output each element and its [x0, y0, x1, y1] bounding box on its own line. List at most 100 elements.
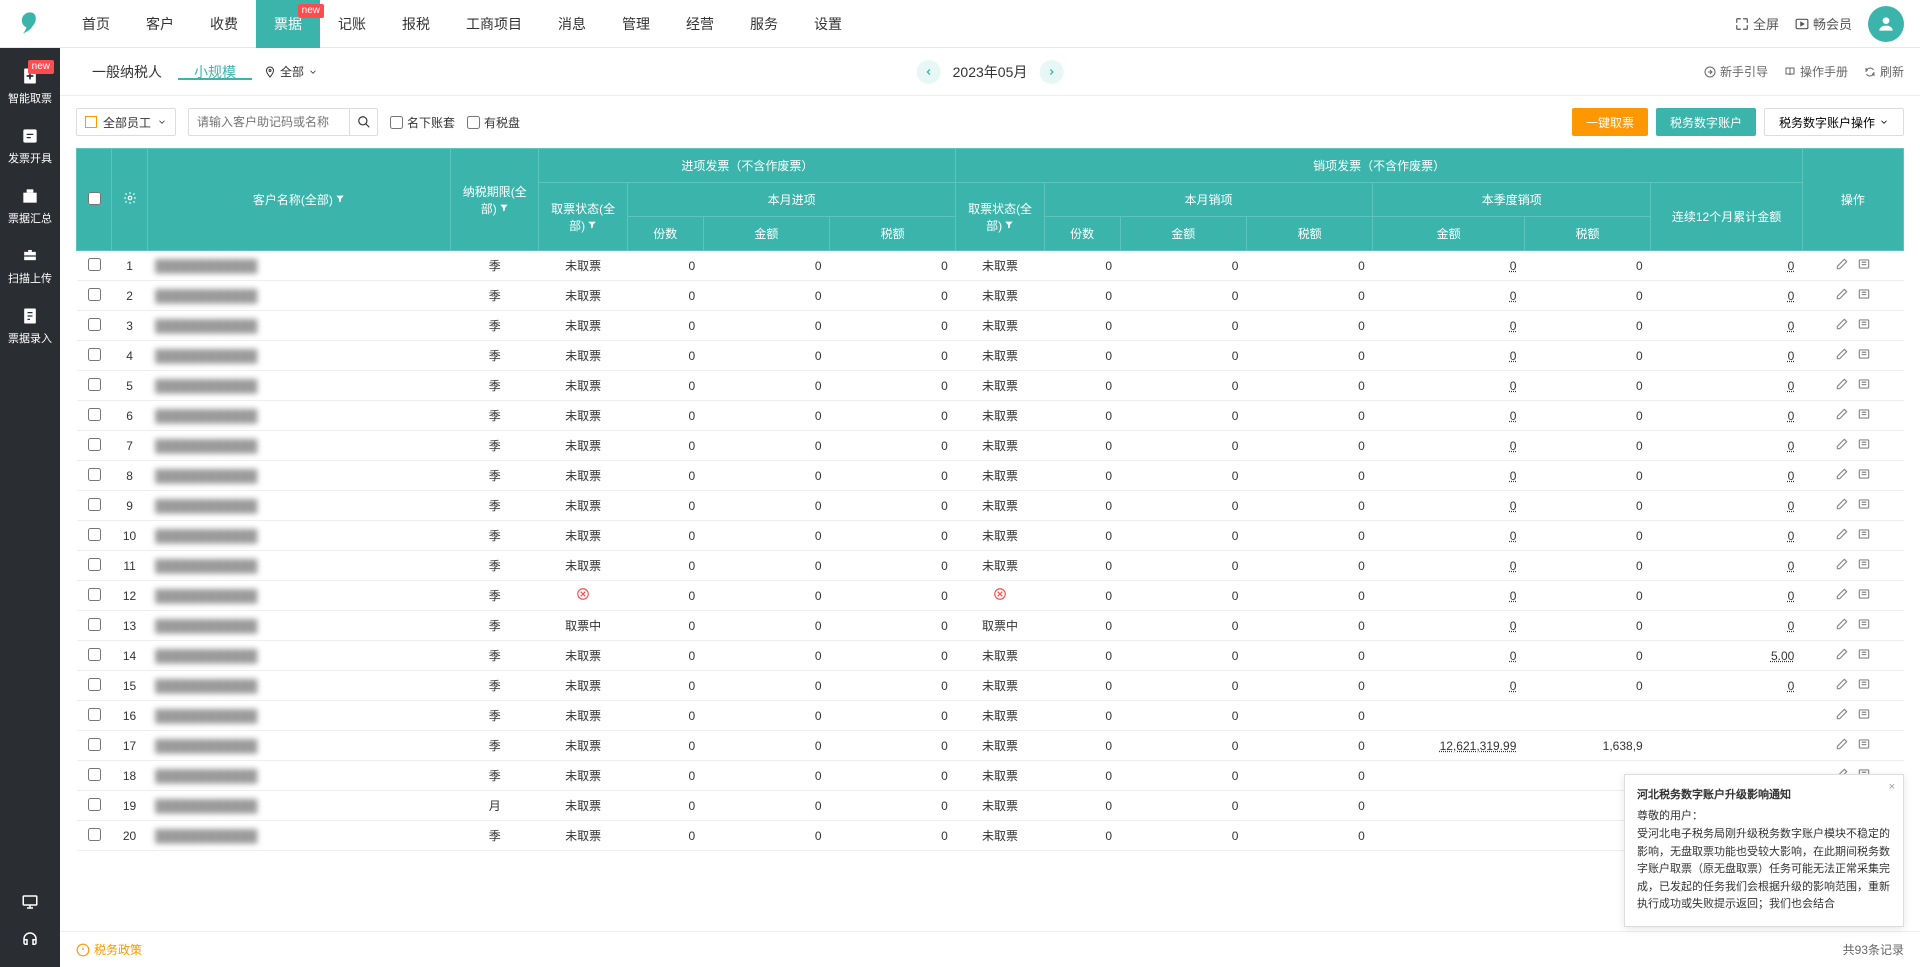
row-checkbox[interactable] [88, 558, 101, 571]
row-checkbox[interactable] [88, 708, 101, 721]
filter-icon[interactable] [1004, 220, 1014, 230]
tab-一般纳税人[interactable]: 一般纳税人 [76, 64, 178, 80]
nav-item-消息[interactable]: 消息 [540, 0, 604, 48]
nav-item-收费[interactable]: 收费 [192, 0, 256, 48]
edit-button[interactable] [1835, 257, 1849, 271]
own-accounts-checkbox[interactable]: 名下账套 [390, 114, 455, 131]
sidebar-item-智能取票[interactable]: 智能取票new [0, 56, 60, 116]
year-amount[interactable]: 0 [1651, 461, 1803, 491]
edit-button[interactable] [1835, 587, 1849, 601]
header-period[interactable]: 纳税期限(全部) [450, 149, 538, 251]
edit-button[interactable] [1835, 617, 1849, 631]
row-checkbox[interactable] [88, 678, 101, 691]
monitor-icon[interactable] [21, 893, 39, 914]
view-button[interactable] [1857, 287, 1871, 301]
quarter-amount[interactable]: 12,621,319.99 [1373, 731, 1525, 761]
row-checkbox[interactable] [88, 348, 101, 361]
nav-item-服务[interactable]: 服务 [732, 0, 796, 48]
view-button[interactable] [1857, 467, 1871, 481]
row-checkbox[interactable] [88, 828, 101, 841]
company-name[interactable]: ████████████ [147, 611, 450, 641]
notification-close[interactable]: × [1889, 779, 1895, 797]
headset-icon[interactable] [21, 930, 39, 951]
year-amount[interactable]: 0 [1651, 311, 1803, 341]
edit-button[interactable] [1835, 377, 1849, 391]
row-checkbox[interactable] [88, 408, 101, 421]
row-checkbox[interactable] [88, 378, 101, 391]
edit-button[interactable] [1835, 407, 1849, 421]
view-button[interactable] [1857, 707, 1871, 721]
year-amount[interactable]: 5.00 [1651, 641, 1803, 671]
edit-button[interactable] [1835, 527, 1849, 541]
edit-button[interactable] [1835, 497, 1849, 511]
view-button[interactable] [1857, 557, 1871, 571]
edit-button[interactable] [1835, 347, 1849, 361]
nav-item-客户[interactable]: 客户 [128, 0, 192, 48]
view-button[interactable] [1857, 677, 1871, 691]
company-name[interactable]: ████████████ [147, 461, 450, 491]
quarter-amount[interactable]: 0 [1373, 551, 1525, 581]
header-company[interactable]: 客户名称(全部) [147, 149, 450, 251]
company-name[interactable]: ████████████ [147, 281, 450, 311]
quarter-amount[interactable]: 0 [1373, 371, 1525, 401]
company-name[interactable]: ████████████ [147, 551, 450, 581]
year-amount[interactable]: 0 [1651, 251, 1803, 281]
quarter-amount[interactable]: 0 [1373, 611, 1525, 641]
nav-item-管理[interactable]: 管理 [604, 0, 668, 48]
user-avatar[interactable] [1868, 6, 1904, 42]
year-amount[interactable]: 0 [1651, 341, 1803, 371]
company-name[interactable]: ████████████ [147, 341, 450, 371]
view-button[interactable] [1857, 647, 1871, 661]
year-amount[interactable]: 0 [1651, 371, 1803, 401]
quarter-amount[interactable] [1373, 821, 1525, 851]
year-amount[interactable] [1651, 731, 1803, 761]
quarter-amount[interactable]: 0 [1373, 671, 1525, 701]
view-button[interactable] [1857, 377, 1871, 391]
filter-icon[interactable] [587, 220, 597, 230]
edit-button[interactable] [1835, 317, 1849, 331]
sidebar-item-票据录入[interactable]: 票据录入 [0, 296, 60, 356]
nav-item-经营[interactable]: 经营 [668, 0, 732, 48]
filter-icon[interactable] [499, 203, 509, 213]
company-name[interactable]: ████████████ [147, 641, 450, 671]
company-name[interactable]: ████████████ [147, 431, 450, 461]
current-month[interactable]: 2023年05月 [953, 62, 1028, 82]
company-name[interactable]: ████████████ [147, 671, 450, 701]
search-button[interactable] [349, 109, 377, 135]
next-month-button[interactable] [1039, 60, 1063, 84]
view-button[interactable] [1857, 527, 1871, 541]
quarter-amount[interactable]: 0 [1373, 521, 1525, 551]
edit-button[interactable] [1835, 677, 1849, 691]
company-name[interactable]: ████████████ [147, 791, 450, 821]
view-button[interactable] [1857, 257, 1871, 271]
fetch-invoices-button[interactable]: 一键取票 [1572, 108, 1648, 136]
company-name[interactable]: ████████████ [147, 761, 450, 791]
row-checkbox[interactable] [88, 318, 101, 331]
app-logo[interactable] [16, 10, 44, 38]
row-checkbox[interactable] [88, 738, 101, 751]
view-button[interactable] [1857, 497, 1871, 511]
year-amount[interactable]: 0 [1651, 491, 1803, 521]
guide-link[interactable]: 新手引导 [1704, 63, 1768, 80]
company-name[interactable]: ████████████ [147, 311, 450, 341]
year-amount[interactable]: 0 [1651, 281, 1803, 311]
header-output-state[interactable]: 取票状态(全部) [956, 183, 1044, 251]
company-name[interactable]: ████████████ [147, 401, 450, 431]
filter-icon[interactable] [335, 194, 345, 204]
error-icon[interactable] [576, 587, 590, 601]
edit-button[interactable] [1835, 647, 1849, 661]
tax-policy-link[interactable]: 税务政策 [76, 941, 142, 958]
search-input[interactable] [189, 115, 349, 129]
quarter-amount[interactable]: 0 [1373, 581, 1525, 611]
view-button[interactable] [1857, 617, 1871, 631]
nav-item-票据[interactable]: 票据new [256, 0, 320, 48]
region-selector[interactable]: 全部 [264, 63, 318, 80]
select-all-checkbox[interactable] [88, 192, 101, 205]
error-icon[interactable] [993, 587, 1007, 601]
quarter-amount[interactable]: 0 [1373, 251, 1525, 281]
sidebar-item-票据汇总[interactable]: 票据汇总 [0, 176, 60, 236]
tax-ops-button[interactable]: 税务数字账户操作 [1764, 108, 1904, 136]
year-amount[interactable]: 0 [1651, 581, 1803, 611]
view-button[interactable] [1857, 347, 1871, 361]
year-amount[interactable]: 0 [1651, 611, 1803, 641]
